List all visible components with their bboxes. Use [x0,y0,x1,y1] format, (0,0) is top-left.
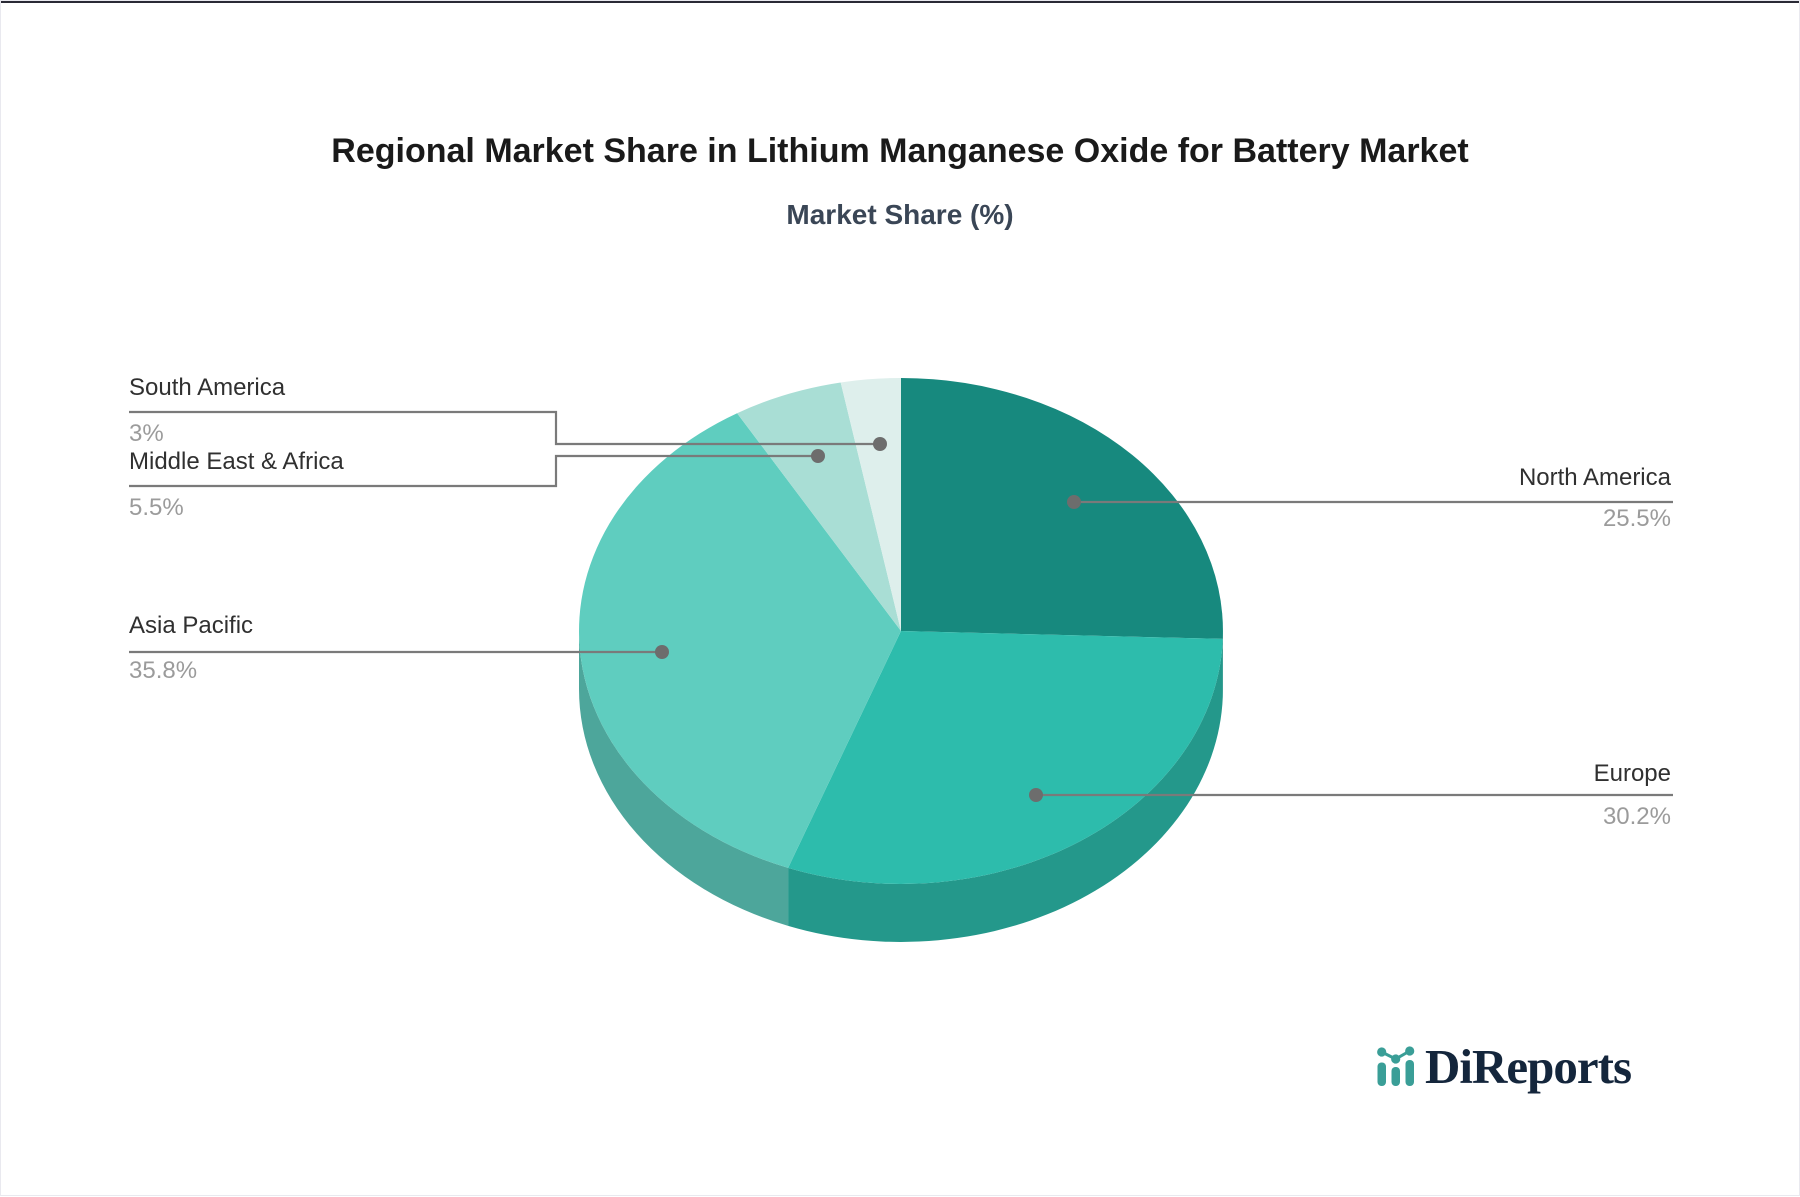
logo-dot-middle [1391,1054,1400,1063]
leader-dot-north-america [1067,495,1081,509]
value-middle-east-africa: 5.5% [129,493,184,523]
label-europe: Europe [1594,759,1671,789]
value-europe: 30.2% [1603,802,1671,832]
leader-dot-middle-east-africa [811,449,825,463]
logo-bar-right [1406,1060,1415,1086]
logo-bar-middle [1392,1067,1401,1086]
leader-dot-asia-pacific [655,645,669,659]
value-south-america: 3% [129,419,164,449]
logo-dot-left [1377,1047,1386,1056]
logo-dot-right [1405,1046,1414,1055]
logo-text: DiReports [1425,1042,1631,1091]
pie-slice-north-america[interactable] [901,378,1223,639]
logo-bar-left [1378,1063,1387,1087]
label-asia-pacific: Asia Pacific [129,611,253,641]
label-north-america: North America [1519,463,1671,493]
value-north-america: 25.5% [1603,504,1671,534]
value-asia-pacific: 35.8% [129,656,197,686]
leader-dot-europe [1029,788,1043,802]
label-middle-east-africa: Middle East & Africa [129,447,344,477]
pie-slices [579,378,1223,884]
bar-line-chart-icon [1377,1046,1419,1086]
label-south-america: South America [129,373,285,403]
leader-dot-south-america [873,437,887,451]
direports-logo: DiReports [1377,1042,1631,1091]
